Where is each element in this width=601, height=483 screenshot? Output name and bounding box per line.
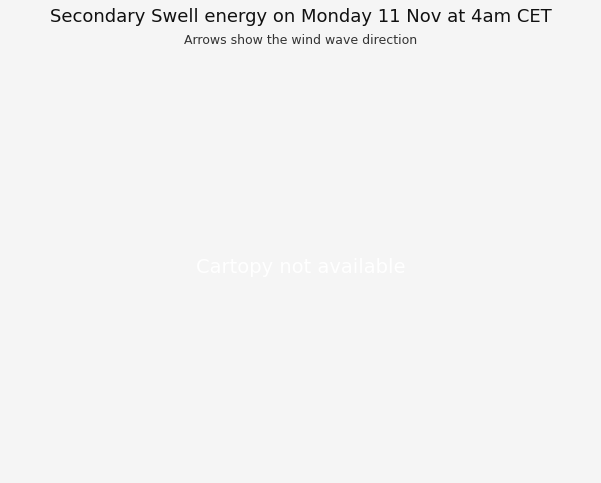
Text: Cartopy not available: Cartopy not available (196, 258, 405, 277)
Text: Arrows show the wind wave direction: Arrows show the wind wave direction (184, 34, 417, 47)
Text: Secondary Swell energy on Monday 11 Nov at 4am CET: Secondary Swell energy on Monday 11 Nov … (50, 8, 551, 26)
